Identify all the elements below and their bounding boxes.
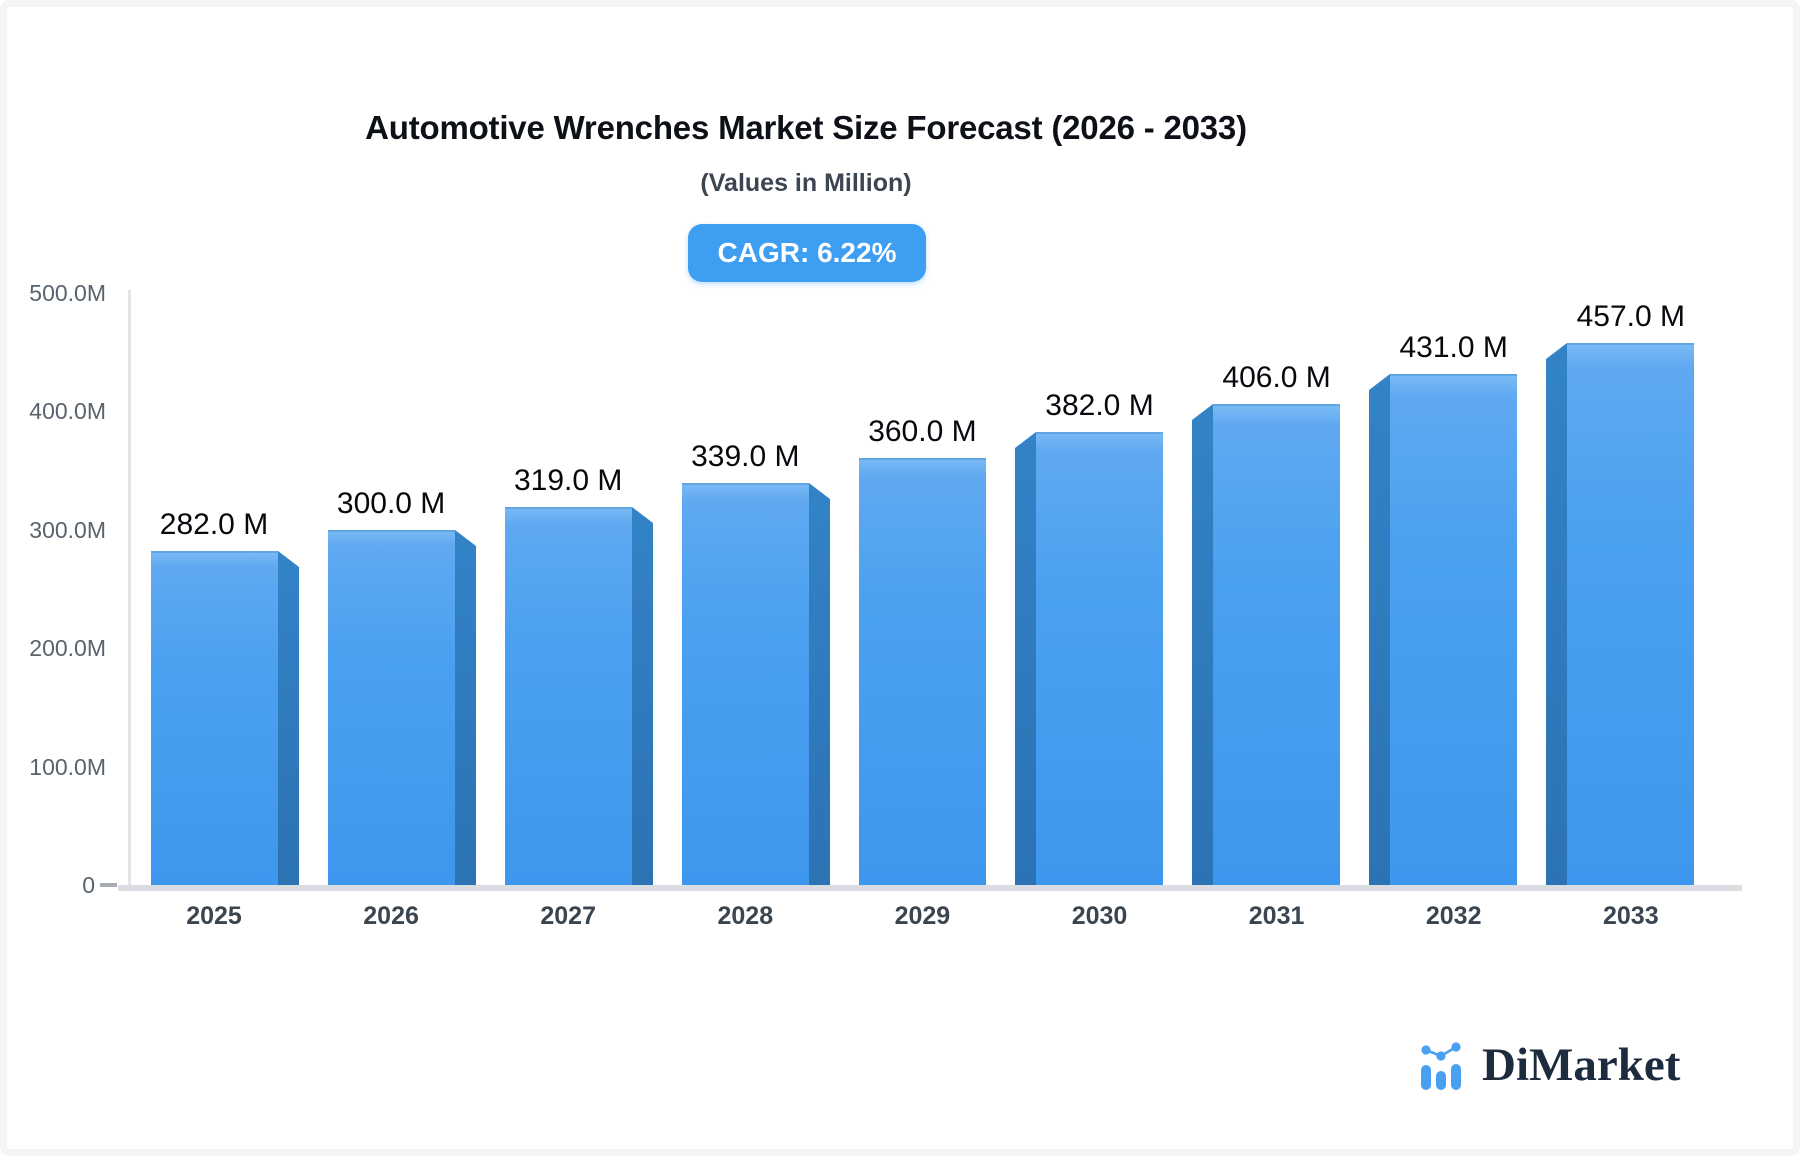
x-tick-label: 2028 bbox=[717, 902, 774, 930]
brand-logo: DiMarket bbox=[1420, 1036, 1680, 1094]
chart-title: Automotive Wrenches Market Size Forecast… bbox=[365, 109, 1247, 146]
bar-value-label: 360.0 M bbox=[868, 415, 977, 448]
bar-front-face bbox=[1036, 432, 1163, 885]
bar-value-label: 431.0 M bbox=[1399, 331, 1508, 364]
cagr-badge: CAGR: 6.22% bbox=[688, 224, 926, 282]
bar-front-face bbox=[859, 458, 986, 885]
bar-side-face bbox=[632, 507, 653, 885]
x-tick-label: 2032 bbox=[1425, 902, 1482, 930]
bar-side-face bbox=[278, 551, 299, 885]
bar-side-face bbox=[1015, 432, 1036, 885]
bar-front-face bbox=[1213, 404, 1340, 885]
bar-value-label: 300.0 M bbox=[336, 487, 446, 520]
x-tick-label: 2026 bbox=[363, 902, 419, 930]
x-tick-label: 2033 bbox=[1602, 902, 1659, 930]
bar-value-label: 319.0 M bbox=[513, 464, 623, 497]
bar-value-label: 406.0 M bbox=[1222, 361, 1331, 394]
bar-value-label: 382.0 M bbox=[1045, 389, 1154, 422]
bar-value-label: 457.0 M bbox=[1576, 300, 1685, 333]
bar-side-face bbox=[1546, 343, 1567, 885]
bar-front-face bbox=[1390, 374, 1517, 885]
bar-front-face bbox=[328, 530, 455, 885]
x-tick-label: 2029 bbox=[894, 902, 951, 930]
bar-front-face bbox=[682, 483, 809, 885]
x-tick-label: 2031 bbox=[1248, 902, 1305, 930]
y-tick-label: 300.0M bbox=[29, 516, 106, 543]
bar-line-chart-icon bbox=[1421, 1041, 1461, 1090]
bar-front-face bbox=[151, 551, 278, 885]
bar-front-face bbox=[505, 507, 632, 885]
zero-tick-mark bbox=[100, 883, 117, 887]
bar-side-face bbox=[1192, 404, 1213, 885]
y-tick-label: 100.0M bbox=[29, 753, 106, 780]
bar-value-label: 339.0 M bbox=[691, 440, 800, 473]
y-tick-label: 500.0M bbox=[29, 279, 106, 306]
y-axis-line bbox=[128, 290, 131, 885]
x-axis-baseline bbox=[118, 885, 1742, 891]
x-tick-label: 2030 bbox=[1071, 902, 1128, 930]
bar-value-label: 282.0 M bbox=[159, 508, 269, 541]
bar-front-face bbox=[1567, 343, 1694, 885]
brand-name: DiMarket bbox=[1482, 1039, 1681, 1091]
bar-side-face bbox=[455, 530, 476, 885]
x-tick-label: 2027 bbox=[540, 902, 596, 930]
bar-side-face bbox=[1369, 374, 1390, 885]
y-tick-label: 200.0M bbox=[29, 635, 106, 661]
bar-side-face bbox=[809, 483, 830, 885]
x-tick-label: 2025 bbox=[186, 902, 242, 930]
y-tick-label: 400.0M bbox=[29, 398, 106, 424]
chart-subtitle: (Values in Million) bbox=[700, 169, 912, 197]
y-tick-label: 0 bbox=[82, 872, 95, 898]
